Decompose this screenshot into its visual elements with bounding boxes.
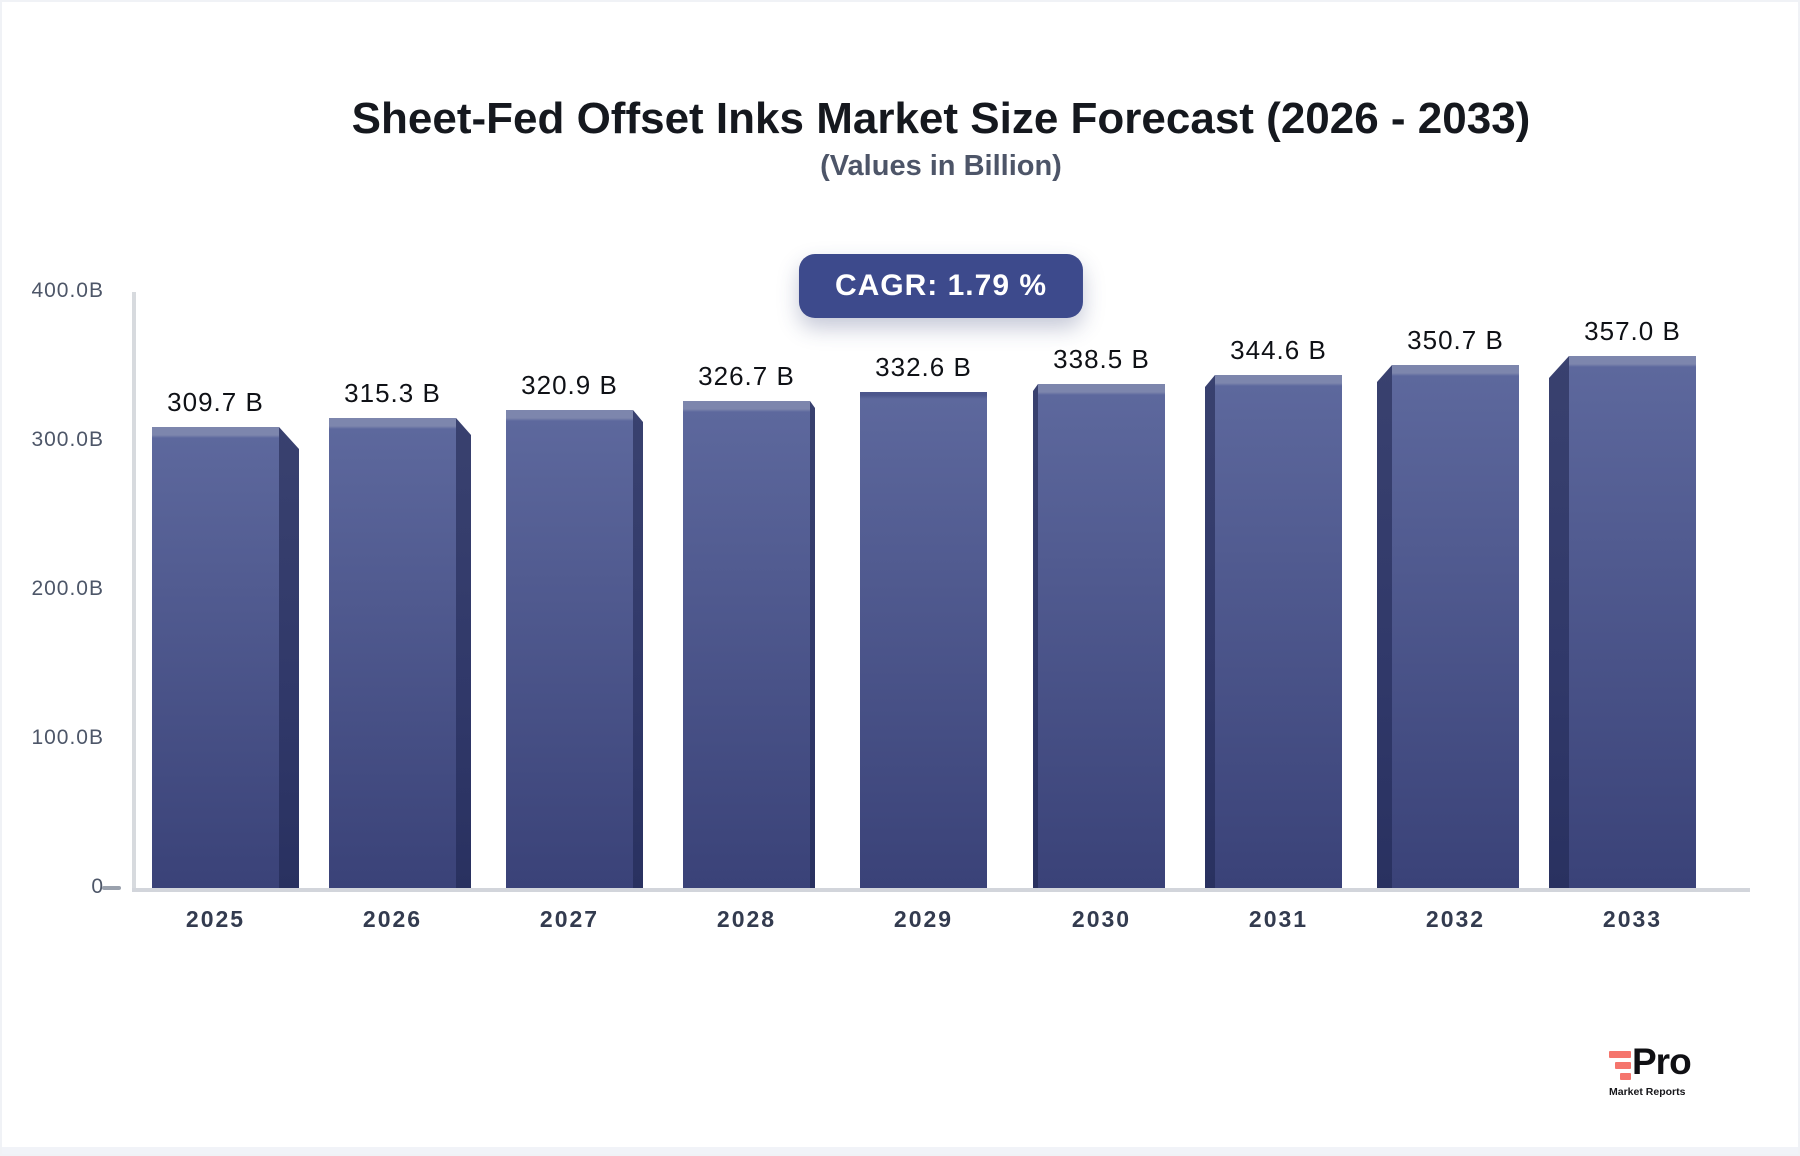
bar-2028 bbox=[683, 401, 810, 888]
bar-value-label-2033: 357.0 B bbox=[1584, 316, 1681, 346]
y-axis-line bbox=[132, 292, 136, 892]
x-axis-label-2031: 2031 bbox=[1248, 906, 1309, 932]
bar-side-face-2032 bbox=[1377, 365, 1392, 888]
y-tick-dash bbox=[102, 886, 121, 890]
y-tick-label-300.0B: 300.0B bbox=[31, 428, 104, 451]
bar-value-label-2027: 320.9 B bbox=[521, 370, 618, 400]
bar-value-label-2028: 326.7 B bbox=[698, 361, 795, 391]
x-axis-label-2029: 2029 bbox=[893, 906, 954, 932]
bar-side-face-2031 bbox=[1205, 375, 1215, 888]
bar-2032 bbox=[1392, 365, 1519, 888]
logo-text-pro: Pro bbox=[1632, 1041, 1692, 1082]
y-tick-label-0: 0 bbox=[91, 875, 104, 898]
bar-side-face-2027 bbox=[633, 410, 643, 888]
bar-2033 bbox=[1569, 356, 1696, 888]
x-axis-label-2030: 2030 bbox=[1071, 906, 1132, 932]
y-tick-label-100.0B: 100.0B bbox=[31, 726, 104, 749]
chart-title: Sheet-Fed Offset Inks Market Size Foreca… bbox=[351, 94, 1531, 143]
bar-2026 bbox=[329, 418, 456, 888]
chart-subtitle: (Values in Billion) bbox=[820, 150, 1062, 182]
bar-side-face-2025 bbox=[279, 427, 299, 888]
bar-2027 bbox=[506, 410, 633, 888]
x-axis-baseline bbox=[132, 888, 1750, 892]
logo-text-market-reports: Market Reports bbox=[1609, 1086, 1686, 1098]
bar-side-face-2030 bbox=[1033, 384, 1038, 888]
x-axis-label-2028: 2028 bbox=[716, 906, 777, 932]
bar-value-label-2032: 350.7 B bbox=[1407, 325, 1504, 355]
bar-value-label-2029: 332.6 B bbox=[875, 352, 972, 382]
bar-2031 bbox=[1215, 375, 1342, 888]
bar-2025 bbox=[152, 427, 279, 888]
y-tick-label-400.0B: 400.0B bbox=[31, 279, 104, 302]
bar-side-face-2028 bbox=[810, 401, 815, 888]
bar-side-face-2026 bbox=[456, 418, 471, 888]
bar-value-label-2031: 344.6 B bbox=[1230, 335, 1327, 365]
bar-value-label-2025: 309.7 B bbox=[167, 387, 264, 417]
x-axis-label-2026: 2026 bbox=[362, 906, 423, 932]
cagr-badge: CAGR: 1.79 % bbox=[798, 254, 1084, 318]
logo-bars-icon bbox=[1609, 1051, 1631, 1084]
y-tick-label-200.0B: 200.0B bbox=[31, 577, 104, 600]
bar-2030 bbox=[1038, 384, 1165, 888]
bar-value-label-2026: 315.3 B bbox=[344, 378, 441, 408]
bar-side-face-2033 bbox=[1549, 356, 1569, 888]
bar-value-label-2030: 338.5 B bbox=[1053, 344, 1150, 374]
bar-2029 bbox=[860, 392, 987, 888]
x-axis-label-2025: 2025 bbox=[185, 906, 246, 932]
x-axis-label-2032: 2032 bbox=[1425, 906, 1486, 932]
brand-logo: Pro Market Reports bbox=[1609, 1041, 1719, 1098]
x-axis-label-2027: 2027 bbox=[539, 906, 600, 932]
x-axis-label-2033: 2033 bbox=[1602, 906, 1663, 932]
